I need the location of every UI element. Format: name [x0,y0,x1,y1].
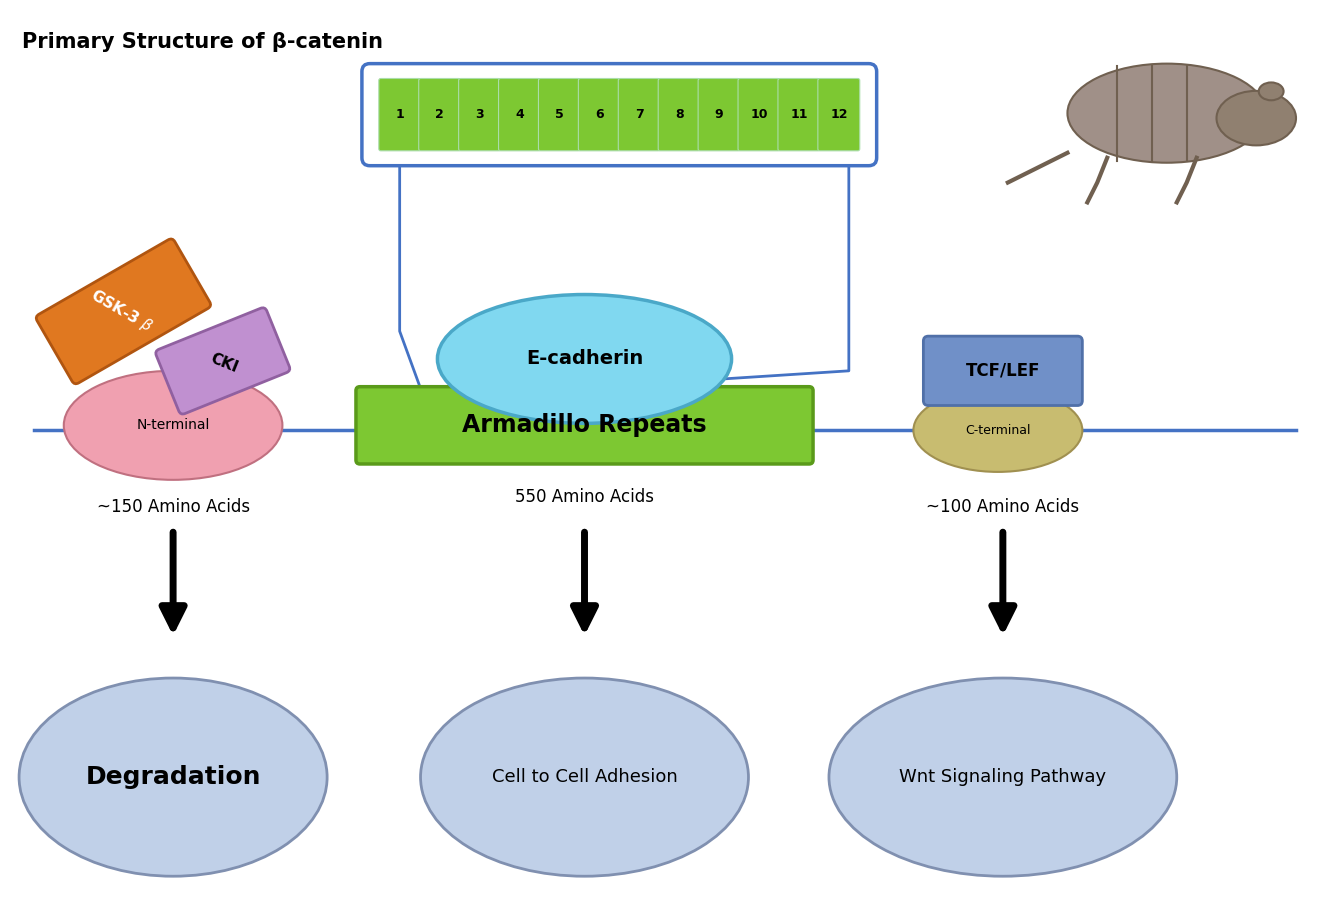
FancyBboxPatch shape [155,308,290,414]
Text: Armadillo Repeats: Armadillo Repeats [462,413,706,437]
Text: CKI: CKI [207,350,240,375]
Text: 8: 8 [675,108,684,121]
FancyBboxPatch shape [378,79,421,151]
Text: 550 Amino Acids: 550 Amino Acids [515,488,653,505]
Ellipse shape [1216,91,1296,145]
FancyBboxPatch shape [363,64,876,165]
Ellipse shape [421,678,749,876]
Text: 6: 6 [595,108,604,121]
FancyBboxPatch shape [458,79,501,151]
Text: GSK-3 $\beta$: GSK-3 $\beta$ [86,286,155,337]
Text: Wnt Signaling Pathway: Wnt Signaling Pathway [899,768,1106,786]
Text: Primary Structure of β-catenin: Primary Structure of β-catenin [23,32,382,52]
Text: N-terminal: N-terminal [137,419,210,432]
FancyBboxPatch shape [778,79,819,151]
Text: 10: 10 [750,108,768,121]
Text: ~150 Amino Acids: ~150 Amino Acids [97,498,250,516]
Text: 4: 4 [515,108,523,121]
Text: 12: 12 [830,108,847,121]
Text: Cell to Cell Adhesion: Cell to Cell Adhesion [491,768,677,786]
Ellipse shape [64,371,283,480]
FancyBboxPatch shape [36,239,211,383]
Ellipse shape [829,678,1177,876]
FancyBboxPatch shape [659,79,700,151]
Ellipse shape [1068,64,1266,163]
FancyBboxPatch shape [619,79,660,151]
FancyBboxPatch shape [923,336,1082,406]
Text: 1: 1 [396,108,404,121]
Text: 5: 5 [555,108,564,121]
Text: E-cadherin: E-cadherin [526,349,643,369]
FancyBboxPatch shape [418,79,461,151]
Text: C-terminal: C-terminal [965,424,1031,437]
Ellipse shape [437,295,732,423]
Text: 9: 9 [714,108,724,121]
Ellipse shape [1259,82,1284,101]
FancyBboxPatch shape [538,79,580,151]
Text: 3: 3 [475,108,483,121]
Text: 11: 11 [790,108,807,121]
Text: Degradation: Degradation [85,765,260,789]
Ellipse shape [19,678,327,876]
Ellipse shape [914,389,1082,472]
FancyBboxPatch shape [738,79,780,151]
Text: ~100 Amino Acids: ~100 Amino Acids [927,498,1080,516]
Text: TCF/LEF: TCF/LEF [965,362,1040,380]
Text: 7: 7 [635,108,644,121]
Text: 2: 2 [436,108,444,121]
FancyBboxPatch shape [579,79,620,151]
FancyBboxPatch shape [498,79,540,151]
FancyBboxPatch shape [699,79,740,151]
FancyBboxPatch shape [818,79,859,151]
FancyBboxPatch shape [356,386,813,464]
